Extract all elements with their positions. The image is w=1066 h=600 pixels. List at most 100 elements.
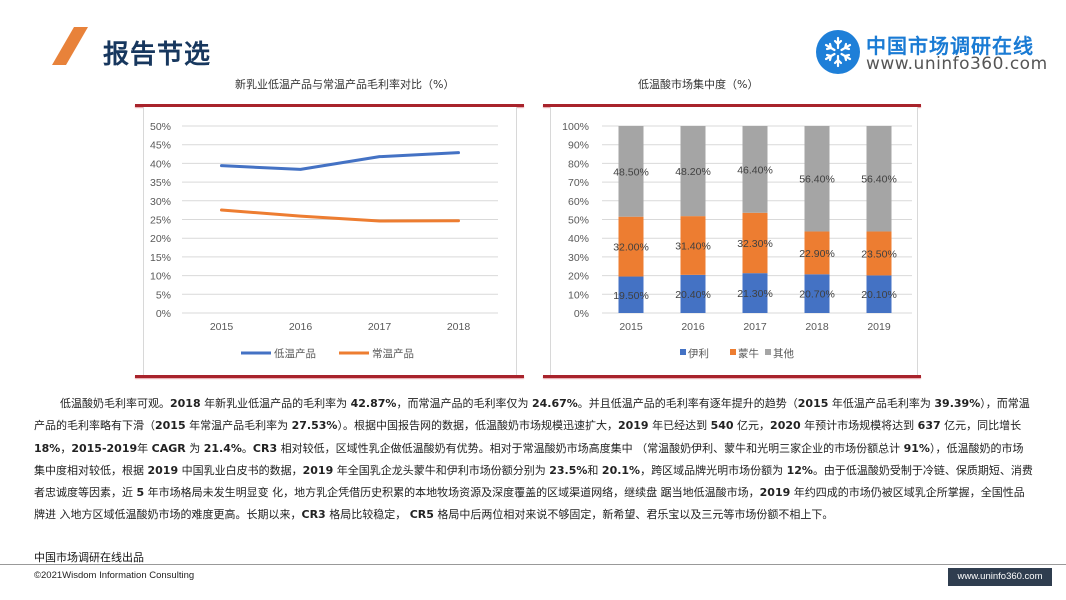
y-tick-label: 100%	[562, 121, 589, 133]
y-tick-label: 5%	[156, 289, 171, 301]
data-label: 56.40%	[861, 174, 897, 186]
paragraph-highlight: 23.5%	[549, 463, 588, 477]
paragraph-highlight: CR3	[252, 441, 278, 455]
paragraph-text: 亿元，	[733, 419, 771, 433]
bar-chart-bottom-border	[543, 375, 921, 378]
y-tick-label: 10%	[150, 271, 171, 283]
bar-segment-yili	[866, 275, 892, 313]
data-label: 20.10%	[861, 289, 897, 301]
stacked-bar-chart: 0% 10% 20% 30% 40% 50% 60% 70% 80% 90% 100% 19.50% 3…	[562, 121, 912, 360]
paragraph-text: ）	[980, 397, 986, 410]
paragraph-highlight: 2019	[302, 463, 334, 477]
bar-segment-mengniu	[804, 231, 830, 275]
paragraph-text: 。由于低温酸奶受制于冷链、保质期短、消费者忠诚度等因素，近	[34, 463, 1033, 500]
data-label: 32.30%	[737, 238, 773, 250]
bar-chart-panel	[550, 107, 918, 375]
data-label: 20.70%	[799, 289, 835, 301]
snowflake-logo-icon	[816, 30, 860, 74]
x-tick-label: 2018	[805, 321, 829, 333]
orange-slash-icon	[52, 27, 88, 65]
paragraph-highlight: 2019	[147, 463, 179, 477]
data-label: 19.50%	[613, 290, 649, 302]
y-tick-label: 40%	[150, 158, 171, 170]
y-tick-label: 60%	[568, 196, 589, 208]
legend-label: 伊利	[688, 348, 709, 360]
x-tick-label: 2016	[289, 321, 313, 333]
y-tick-label: 80%	[568, 158, 589, 170]
legend-swatch	[730, 349, 736, 355]
legend-label: 其他	[773, 347, 794, 360]
bar-segment-yili	[680, 274, 706, 313]
bar-segment-mengniu	[742, 212, 768, 274]
y-tick-label: 0%	[574, 308, 589, 320]
bar-segment-mengniu	[866, 231, 892, 276]
paragraph-text: 低温酸奶毛利率可观。	[60, 397, 170, 410]
bar-segment-mengniu	[680, 216, 706, 275]
y-tick-label: 50%	[568, 215, 589, 227]
paragraph-text: 格局中后两位相对来说不够固定，新希望、君乐宝以及三元等市场份额不相上下。	[433, 508, 834, 522]
footer-divider	[0, 564, 1066, 565]
legend-swatch	[680, 349, 686, 355]
brand-logo[interactable]: 中国市场调研在线 www.uninfo360.com	[816, 28, 1056, 78]
paragraph-highlight: 2019	[617, 419, 649, 433]
paragraph-highlight: 2020	[770, 419, 801, 433]
line-chart-top-border	[135, 104, 524, 107]
bar-segment-other	[804, 126, 830, 232]
paragraph-text: 中国乳业白皮书的数据，	[178, 463, 303, 477]
paragraph-highlight: 42.87%	[350, 397, 397, 410]
logo-name: 中国市场调研在线	[866, 34, 1034, 58]
paragraph-text: 亿元，同比增长	[940, 419, 1022, 433]
line-chart-bottom-border	[135, 375, 524, 378]
bar-chart-top-border	[543, 104, 921, 107]
page-title: 报告节选	[103, 40, 212, 70]
bar-segment-yili	[742, 273, 768, 313]
paragraph-text: 。并且低温产品的毛利率有逐年提升的趋势（	[577, 397, 798, 410]
line-chart: 0% 5% 10% 15% 20% 25% 30% 35% 40% 45% 50% 2015 2016 2…	[150, 121, 498, 360]
paragraph-text: 年新乳业低温产品的毛利率为	[200, 397, 351, 410]
paragraph-text: 年约四成的市场仍被区域乳企所掌握，全国性品牌进 入地方区域低温酸奶市场的难度更高…	[34, 486, 1025, 522]
data-label: 31.40%	[675, 240, 711, 252]
footer-publisher: 中国市场调研在线出品	[34, 551, 144, 564]
x-tick-label: 2016	[681, 321, 705, 333]
series-line-ambient	[220, 208, 460, 223]
bar-segment-other	[742, 126, 768, 213]
y-tick-label: 35%	[150, 177, 171, 189]
x-tick-label: 2019	[867, 321, 891, 333]
data-label: 48.20%	[675, 166, 711, 178]
paragraph-highlight: 540	[710, 419, 734, 433]
bar-segment-yili	[618, 276, 644, 313]
paragraph-text: 年低温产品毛利率为	[828, 397, 935, 410]
paragraph-text: 年预计市场规模将达到	[800, 419, 918, 433]
footer-copyright: ©2021Wisdom Information Consulting	[34, 570, 195, 581]
series-line-low-temp	[220, 151, 460, 171]
data-label: 20.40%	[675, 289, 711, 301]
paragraph-highlight: 12%	[786, 463, 813, 477]
y-tick-label: 30%	[568, 252, 589, 264]
paragraph-text: 年	[137, 441, 152, 455]
y-tick-label: 70%	[568, 177, 589, 189]
bar-segment-other	[866, 126, 892, 232]
paragraph-highlight: 21.4%	[203, 441, 242, 455]
legend-label: 低温产品	[274, 347, 316, 360]
paragraph-text: ，而常温产品的毛利率略有下滑（	[34, 397, 1030, 433]
paragraph-highlight: 5	[136, 486, 145, 500]
footer-url-badge[interactable]: www.uninfo360.com	[948, 568, 1052, 586]
paragraph-highlight: 39.39%	[934, 397, 981, 410]
y-tick-label: 0%	[156, 308, 171, 320]
paragraph-highlight: 91%	[903, 441, 930, 455]
paragraph-text: 和	[587, 463, 602, 477]
paragraph-text: 年市场格局未发生明显变 化，地方乳企凭借历史积累的本地牧场资源及深度覆盖的区域渠…	[144, 486, 760, 500]
paragraph-highlight: 2018	[170, 397, 201, 410]
paragraph-text: ），低温酸奶的市场集中度相对较低，根据	[34, 441, 1024, 477]
paragraph-text: 为	[185, 441, 204, 455]
bar-segment-yili	[804, 274, 830, 313]
paragraph-highlight: CR3	[301, 508, 326, 522]
legend-swatch	[765, 349, 771, 355]
paragraph-highlight: 2015	[797, 397, 829, 410]
data-label: 21.30%	[737, 288, 773, 300]
data-label: 46.40%	[737, 164, 773, 176]
y-tick-label: 45%	[150, 140, 171, 152]
paragraph-highlight: 18%	[34, 441, 61, 455]
bar-chart-title: 低温酸市场集中度（%）	[638, 78, 759, 91]
y-tick-label: 10%	[568, 289, 589, 301]
